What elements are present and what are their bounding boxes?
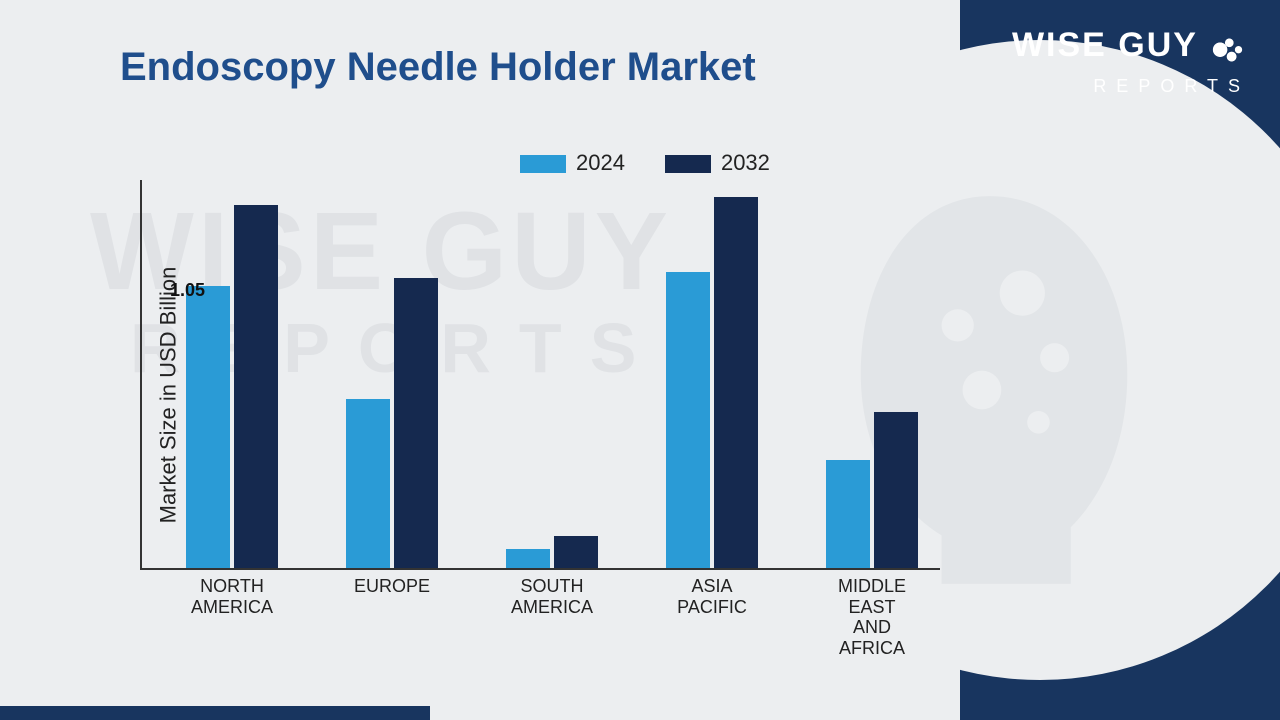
bar — [186, 286, 230, 568]
bar — [346, 399, 390, 568]
page: WISE GUY REPORTS Endoscopy Needle Holder … — [0, 0, 1280, 720]
category-label: ASIAPACIFIC — [642, 576, 782, 617]
chart-legend: 2024 2032 — [520, 150, 770, 176]
bar-chart: Market Size in USD Billion 2024 2032 NOR… — [100, 160, 960, 630]
bar-group: SOUTHAMERICA — [492, 536, 612, 568]
category-label: NORTHAMERICA — [162, 576, 302, 617]
bar-group: EUROPE — [332, 278, 452, 568]
bar — [666, 272, 710, 568]
bar — [394, 278, 438, 568]
category-label: EUROPE — [322, 576, 462, 597]
legend-label-2024: 2024 — [576, 150, 625, 175]
bar — [506, 549, 550, 568]
legend-item-2024: 2024 — [520, 150, 625, 176]
bottom-accent-bar — [0, 706, 430, 720]
category-label: MIDDLEEASTANDAFRICA — [802, 576, 942, 659]
legend-item-2032: 2032 — [665, 150, 770, 176]
plot-area: NORTHAMERICA EUROPE SOUTHAMERICA ASIAPACIFI… — [140, 180, 940, 570]
legend-label-2032: 2032 — [721, 150, 770, 175]
brand-logo: WISE GUY REPORTS — [1012, 28, 1250, 95]
bar — [234, 205, 278, 568]
legend-swatch-2032 — [665, 155, 711, 173]
bar — [714, 197, 758, 568]
legend-swatch-2024 — [520, 155, 566, 173]
page-title: Endoscopy Needle Holder Market — [120, 45, 756, 90]
logo-sub-text: REPORTS — [1012, 77, 1250, 95]
bar-group: NORTHAMERICA — [172, 205, 292, 568]
logo-main-text: WISE GUY — [1012, 26, 1198, 64]
bar — [826, 460, 870, 568]
bar — [874, 412, 918, 568]
bar — [554, 536, 598, 568]
bar-group: ASIAPACIFIC — [652, 197, 772, 568]
value-label: 1.05 — [170, 280, 205, 301]
bar-group: MIDDLEEASTANDAFRICA — [812, 412, 932, 568]
logo-head-icon — [1204, 29, 1250, 75]
category-label: SOUTHAMERICA — [482, 576, 622, 617]
